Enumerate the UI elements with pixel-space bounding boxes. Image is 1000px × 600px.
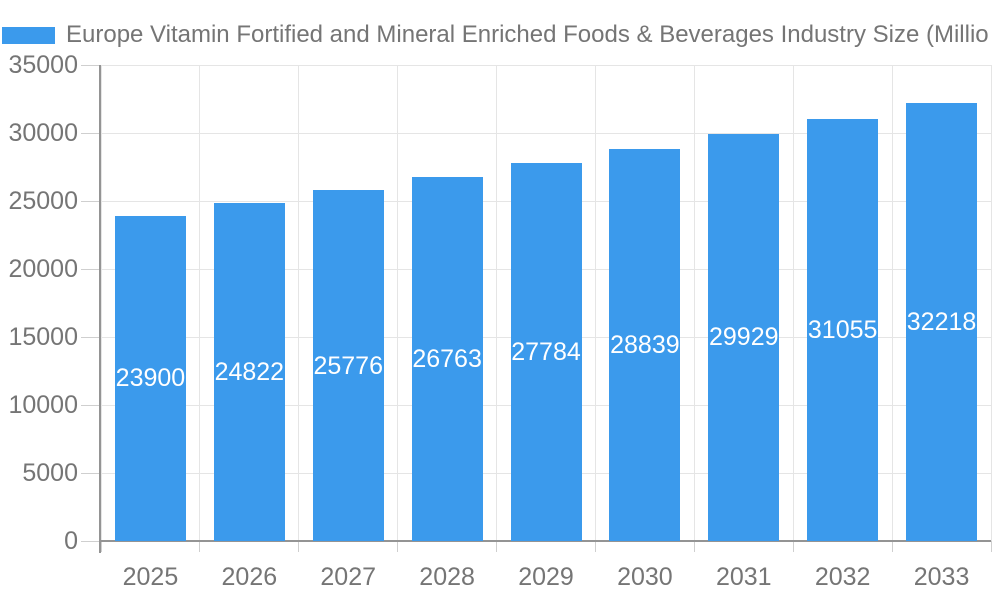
y-tick — [81, 404, 101, 406]
bar-value-label: 28839 — [610, 330, 680, 359]
x-tick — [298, 541, 300, 552]
x-tick — [397, 541, 399, 552]
x-gridline — [199, 65, 201, 541]
y-tick-label: 10000 — [8, 391, 78, 419]
y-axis-line — [99, 65, 101, 553]
bar[interactable] — [807, 118, 879, 541]
bar[interactable] — [213, 203, 285, 541]
x-gridline — [693, 65, 695, 541]
legend-swatch — [2, 26, 55, 44]
chart-legend[interactable]: Europe Vitamin Fortified and Mineral Enr… — [2, 21, 998, 49]
y-tick — [81, 200, 101, 202]
x-tick — [693, 541, 695, 552]
bar[interactable] — [510, 163, 582, 541]
x-tick — [496, 541, 498, 552]
x-gridline — [990, 65, 992, 541]
bar-value-label: 26763 — [412, 345, 482, 373]
y-gridline — [101, 64, 991, 66]
bar-value-label: 31055 — [807, 315, 878, 344]
y-tick — [81, 336, 101, 338]
x-tick-label: 2031 — [715, 563, 772, 591]
x-tick-label: 2025 — [122, 563, 179, 591]
bar-value-label: 23900 — [115, 364, 186, 393]
x-tick-label: 2029 — [518, 563, 574, 591]
bar[interactable] — [609, 148, 681, 541]
x-tick — [891, 541, 893, 552]
x-gridline — [496, 65, 498, 541]
y-tick — [81, 64, 101, 66]
y-tick-label: 5000 — [22, 459, 78, 487]
bar[interactable] — [312, 190, 384, 541]
y-tick-label: 20000 — [8, 255, 78, 283]
x-tick-label: 2026 — [221, 563, 278, 591]
y-tick — [81, 540, 101, 542]
y-tick-label: 30000 — [8, 119, 78, 147]
legend-label: Europe Vitamin Fortified and Mineral Enr… — [66, 21, 989, 48]
x-gridline — [298, 65, 300, 541]
y-tick — [81, 132, 101, 134]
x-tick — [990, 541, 992, 552]
bar[interactable] — [708, 133, 780, 541]
y-tick — [81, 268, 101, 270]
bar[interactable] — [906, 102, 978, 541]
y-tick-label: 15000 — [8, 323, 78, 351]
y-tick-label: 25000 — [8, 187, 78, 215]
bar[interactable] — [114, 215, 186, 541]
x-tick-label: 2032 — [814, 563, 871, 591]
x-gridline — [792, 65, 794, 541]
x-tick-label: 2027 — [320, 563, 377, 591]
x-tick-label: 2028 — [419, 563, 475, 591]
x-tick — [199, 541, 201, 552]
x-tick — [792, 541, 794, 552]
x-gridline — [397, 65, 399, 541]
x-tick — [594, 541, 596, 552]
bar-value-label: 24822 — [214, 358, 285, 387]
y-tick — [81, 472, 101, 474]
bar-value-label: 25776 — [313, 351, 383, 380]
y-tick-label: 0 — [64, 527, 78, 555]
x-gridline — [891, 65, 893, 541]
bar-value-label: 29929 — [709, 323, 779, 352]
x-gridline — [100, 65, 102, 541]
x-tick — [100, 541, 102, 552]
bar[interactable] — [411, 177, 483, 541]
x-gridline — [594, 65, 596, 541]
bar-value-label: 32218 — [906, 307, 977, 336]
x-tick-label: 2033 — [913, 563, 970, 591]
y-gridline — [101, 132, 991, 134]
x-tick-label: 2030 — [617, 563, 673, 591]
bar-value-label: 27784 — [511, 338, 581, 367]
x-axis-line — [99, 540, 991, 542]
y-tick-label: 35000 — [8, 51, 78, 79]
